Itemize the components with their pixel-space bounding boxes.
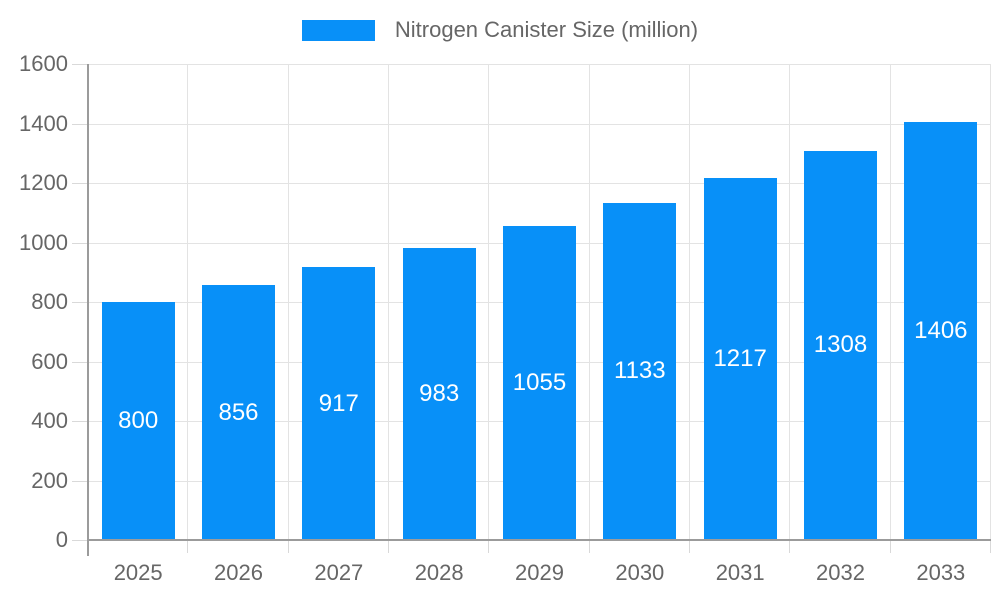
y-tick-mark xyxy=(72,64,87,65)
y-tick-label: 1200 xyxy=(19,170,68,195)
y-tick-label: 1400 xyxy=(19,110,68,136)
bar xyxy=(101,302,175,540)
y-tick-label: 800 xyxy=(31,289,68,314)
x-tick-label: 2030 xyxy=(615,560,665,585)
x-tick-mark xyxy=(689,540,690,553)
x-axis-line xyxy=(88,539,991,541)
x-tick-label: 2026 xyxy=(214,560,263,585)
y-tick-mark xyxy=(72,361,87,363)
x-tick-mark xyxy=(187,540,189,553)
x-gridline xyxy=(488,64,490,540)
y-tick-mark xyxy=(72,242,87,244)
x-tick-mark xyxy=(388,540,389,553)
legend[interactable]: Nitrogen Canister Size (million) xyxy=(0,16,1000,44)
y-tick-label: 600 xyxy=(31,348,68,374)
bar-value-label: 1133 xyxy=(614,357,666,385)
x-tick-mark xyxy=(889,540,891,553)
x-gridline xyxy=(187,64,189,540)
x-gridline xyxy=(287,64,289,540)
bar xyxy=(804,150,877,540)
y-tick-mark xyxy=(72,183,87,184)
y-tick-mark xyxy=(72,421,87,422)
y-gridline xyxy=(88,123,991,125)
y-tick-label: 1600 xyxy=(19,51,68,76)
bar-value-label: 1406 xyxy=(914,316,968,344)
y-tick-mark xyxy=(72,480,87,482)
bar-value-label: 983 xyxy=(419,379,460,407)
x-tick-label: 2032 xyxy=(816,560,865,585)
bar-value-label: 1308 xyxy=(813,331,868,359)
plot-area: 800 856 917 983 1055 1133 1217 1308 1406 xyxy=(88,64,991,540)
y-tick-label: 0 xyxy=(55,527,68,552)
x-tick-mark xyxy=(287,540,289,553)
x-tick-mark xyxy=(488,540,490,553)
bar-value-label: 1055 xyxy=(512,369,567,397)
x-tick-label: 2025 xyxy=(113,560,163,585)
bar xyxy=(904,121,978,540)
bar xyxy=(603,202,677,540)
bar-value-label: 856 xyxy=(218,398,259,426)
x-tick-label: 2033 xyxy=(916,560,966,585)
bar xyxy=(302,267,376,540)
x-tick-label: 2029 xyxy=(515,560,564,585)
y-tick-label: 400 xyxy=(31,408,68,433)
y-tick-label: 1000 xyxy=(19,229,68,255)
y-tick-mark xyxy=(72,302,87,303)
x-gridline xyxy=(388,64,389,540)
x-gridline xyxy=(588,64,590,540)
x-gridline xyxy=(889,64,891,540)
bar-value-label: 917 xyxy=(318,389,359,417)
x-tick-label: 2031 xyxy=(715,560,765,585)
bar xyxy=(402,247,476,540)
bar-value-label: 1217 xyxy=(713,344,767,372)
y-gridline xyxy=(88,183,991,184)
x-tick-label: 2028 xyxy=(414,560,464,585)
y-tick-mark xyxy=(72,123,87,125)
x-tick-mark xyxy=(588,540,590,553)
bar xyxy=(703,177,777,540)
bar xyxy=(503,226,576,540)
y-gridline xyxy=(88,64,991,65)
x-tick-mark xyxy=(789,540,791,553)
y-tick-label: 200 xyxy=(31,467,68,493)
x-gridline xyxy=(990,64,991,540)
x-tick-label: 2027 xyxy=(314,560,364,585)
bar-value-label: 800 xyxy=(118,407,159,434)
x-gridline xyxy=(789,64,791,540)
x-gridline xyxy=(689,64,690,540)
legend-swatch xyxy=(301,19,375,41)
y-axis-line xyxy=(87,64,89,556)
bar xyxy=(202,285,275,540)
x-tick-mark xyxy=(990,540,991,553)
y-tick-mark xyxy=(72,540,87,541)
legend-label: Nitrogen Canister Size (million) xyxy=(394,17,699,42)
